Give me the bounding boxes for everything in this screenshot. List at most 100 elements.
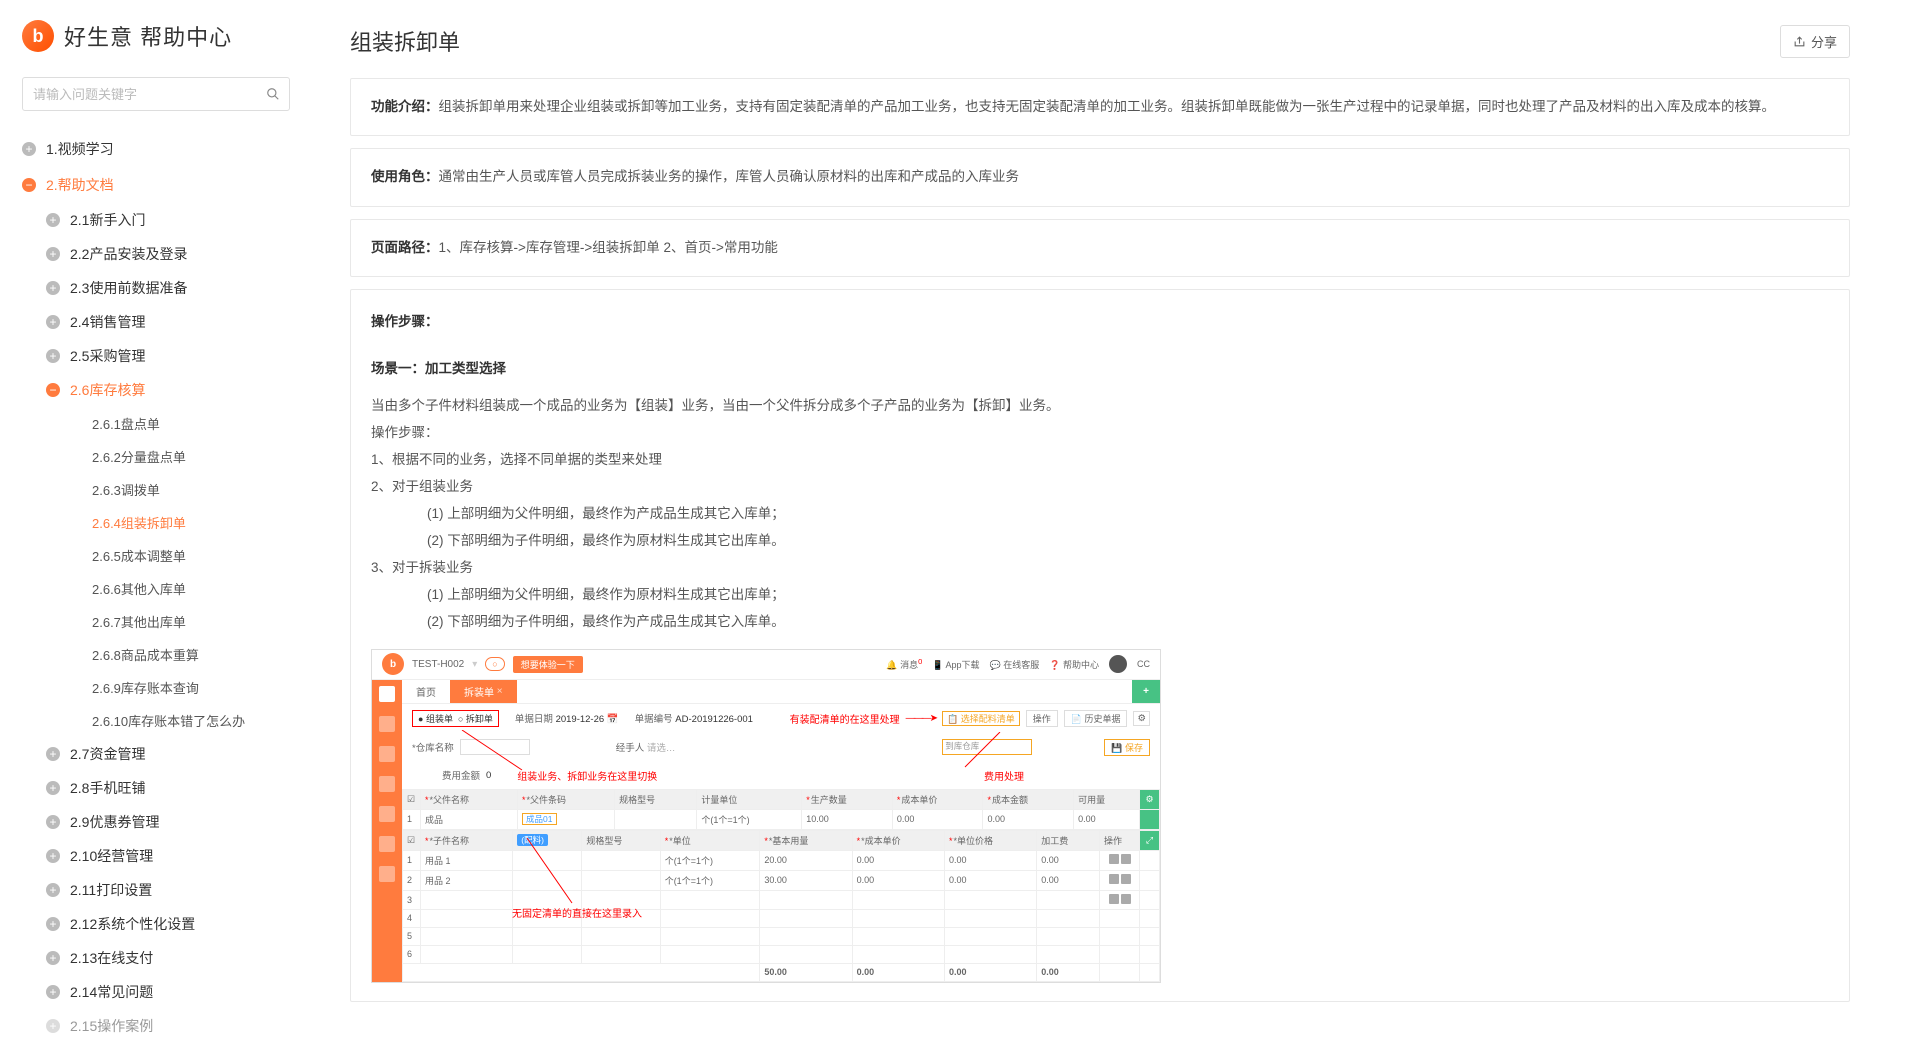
nav-2-6-10[interactable]: 2.6.10库存账本错了怎么办	[92, 704, 290, 737]
embed-topbar: b TEST-H002 ▾ ○ 想要体验一下 🔔 消息0 📱 App下载 💬 在…	[372, 650, 1160, 680]
content-steps: 操作步骤： 场景一：加工类型选择 当由多个子件材料组装成一个成品的业务为【组装】…	[350, 289, 1850, 1002]
embed-wh-input[interactable]	[460, 739, 530, 755]
embed-user: CC	[1137, 659, 1150, 669]
nav-2-6-9[interactable]: 2.6.9库存账本查询	[92, 671, 290, 704]
step-3-2: (2) 下部明细为子件明细，最终作为产成品生成其它入库单。	[371, 608, 1829, 635]
logo-row: b 好生意 帮助中心	[22, 20, 290, 52]
embed-app-link[interactable]: 📱 App下载	[932, 658, 979, 671]
step-2: 2、对于组装业务	[371, 473, 1829, 500]
nav-2-6-2[interactable]: 2.6.2分量盘点单	[92, 440, 290, 473]
nav-2-6-4[interactable]: 2.6.4组装拆卸单	[92, 506, 290, 539]
embed-gear-icon[interactable]: ⚙	[1133, 711, 1150, 726]
nav-2-10[interactable]: +2.10经营管理	[46, 839, 290, 873]
step-3-1: (1) 上部明细为父件明细，最终作为原材料生成其它出库单；	[371, 581, 1829, 608]
search-input[interactable]	[22, 77, 290, 111]
table-row[interactable]: 3	[403, 890, 1160, 909]
table-row[interactable]: 4	[403, 909, 1160, 927]
table-row[interactable]: 5	[403, 927, 1160, 945]
nav-2-2[interactable]: +2.2产品安装及登录	[46, 237, 290, 271]
main-content: 组装拆卸单 分享 功能介绍：组装拆卸单用来处理企业组装或拆卸等加工业务，支持有固…	[310, 0, 1890, 1063]
embed-try-button[interactable]: 想要体验一下	[513, 656, 583, 673]
embed-side-icon[interactable]	[379, 716, 395, 732]
nav-item-docs[interactable]: −2.帮助文档	[22, 167, 290, 203]
step-2-2: (2) 下部明细为子件明细，最终作为原材料生成其它出库单。	[371, 527, 1829, 554]
embed-avatar[interactable]	[1109, 655, 1127, 673]
nav-2-3[interactable]: +2.3使用前数据准备	[46, 271, 290, 305]
step-1: 1、根据不同的业务，选择不同单据的类型来处理	[371, 446, 1829, 473]
nav-2-11[interactable]: +2.11打印设置	[46, 873, 290, 907]
embed-annot-1: 有装配清单的在这里处理	[790, 711, 900, 726]
logo-icon: b	[22, 20, 54, 52]
nav-2-5[interactable]: +2.5采购管理	[46, 339, 290, 373]
nav-2-9[interactable]: +2.9优惠券管理	[46, 805, 290, 839]
panel-role-text: 通常由生产人员或库管人员完成拆装业务的操作，库管人员确认原材料的出库和产成品的入…	[439, 169, 1020, 184]
panel-intro-label: 功能介绍：	[371, 99, 439, 114]
table-row[interactable]: 1用品 1个(1个=1个)20.000.000.000.00	[403, 850, 1160, 870]
nav-2-1[interactable]: +2.1新手入门	[46, 203, 290, 237]
table-row[interactable]: 6	[403, 945, 1160, 963]
panel-role: 使用角色：通常由生产人员或库管人员完成拆装业务的操作，库管人员确认原材料的出库和…	[350, 148, 1850, 206]
nav-2-6[interactable]: −2.6库存核算	[46, 373, 290, 407]
embed-help-link[interactable]: ❓ 帮助中心	[1049, 658, 1099, 671]
embed-op-button[interactable]: 操作	[1026, 710, 1058, 727]
embed-side-icon-home[interactable]	[379, 686, 395, 702]
panel-role-label: 使用角色：	[371, 169, 439, 184]
nav-2-8[interactable]: +2.8手机旺铺	[46, 771, 290, 805]
panel-path: 页面路径：1、库存核算->库存管理->组装拆卸单 2、首页->常用功能	[350, 219, 1850, 277]
nav-2-6-8[interactable]: 2.6.8商品成本重算	[92, 638, 290, 671]
step-2-1: (1) 上部明细为父件明细，最终作为产成品生成其它入库单；	[371, 500, 1829, 527]
embed-dropdown[interactable]: (配料)	[517, 834, 548, 846]
embed-badge: ○	[485, 657, 504, 671]
embed-tabs: 首页 拆装单 × +	[402, 680, 1160, 704]
nav-2-4[interactable]: +2.4销售管理	[46, 305, 290, 339]
nav-2-6-5[interactable]: 2.6.5成本调整单	[92, 539, 290, 572]
sidebar: b 好生意 帮助中心 +1.视频学习 −2.帮助文档 +2.1新手入门 +2.2…	[0, 0, 310, 1063]
step-3: 3、对于拆装业务	[371, 554, 1829, 581]
nav-2-12[interactable]: +2.12系统个性化设置	[46, 907, 290, 941]
panel-path-label: 页面路径：	[371, 240, 439, 255]
nav-2-6-7[interactable]: 2.6.7其他出库单	[92, 605, 290, 638]
table-row[interactable]: 1 成品 成品01 个(1个=1个) 10.00 0.00 0.00 0.00	[403, 809, 1160, 829]
embed-sidebar	[372, 680, 402, 982]
embed-child-table: ☑ *子件名称 (配料) 规格型号 *单位 *基本用量 *成本单价 *单位价格 …	[402, 830, 1160, 982]
embed-msg-link[interactable]: 🔔 消息0	[886, 657, 922, 671]
panel-path-text: 1、库存核算->库存管理->组装拆卸单 2、首页->常用功能	[439, 240, 778, 255]
steps2-label: 操作步骤：	[371, 419, 1829, 446]
embed-svc-link[interactable]: 💬 在线客服	[990, 658, 1040, 671]
nav-2-6-6[interactable]: 2.6.6其他入库单	[92, 572, 290, 605]
panel-intro-text: 组装拆卸单用来处理企业组装或拆卸等加工业务，支持有固定装配清单的产品加工业务，也…	[439, 99, 1776, 114]
nav-2-7[interactable]: +2.7资金管理	[46, 737, 290, 771]
embed-side-icon[interactable]	[379, 836, 395, 852]
embed-tab-home[interactable]: 首页	[402, 680, 450, 703]
nav-item-video[interactable]: +1.视频学习	[22, 131, 290, 167]
embed-config-button[interactable]: 📋 选择配料清单	[942, 711, 1020, 726]
embed-tab-form[interactable]: 拆装单 ×	[450, 680, 517, 703]
embed-hist-button[interactable]: 📄 历史单据	[1064, 710, 1128, 727]
embed-side-icon[interactable]	[379, 806, 395, 822]
nav-root: +1.视频学习 −2.帮助文档 +2.1新手入门 +2.2产品安装及登录 +2.…	[22, 131, 290, 1043]
embed-towi-input[interactable]: 到库仓库	[942, 739, 1032, 755]
embed-side-icon[interactable]	[379, 866, 395, 882]
share-button[interactable]: 分享	[1780, 25, 1850, 58]
panel-intro: 功能介绍：组装拆卸单用来处理企业组装或拆卸等加工业务，支持有固定装配清单的产品加…	[350, 78, 1850, 136]
embed-brand-text: TEST-H002	[412, 659, 464, 670]
embed-tab-add[interactable]: +	[1132, 680, 1160, 703]
embed-side-icon[interactable]	[379, 746, 395, 762]
embed-logo-icon: b	[382, 653, 404, 675]
embed-annot-3: 费用处理	[984, 768, 1024, 783]
embed-parent-table: ☑ *父件名称 *父件条码 规格型号 计量单位 生产数量 成本单价 成本金额 可…	[402, 789, 1160, 830]
nav-2-6-1[interactable]: 2.6.1盘点单	[92, 407, 290, 440]
scene1-title: 场景一：加工类型选择	[371, 355, 506, 382]
nav-2-6-3[interactable]: 2.6.3调拨单	[92, 473, 290, 506]
page-title: 组装拆卸单	[350, 25, 460, 57]
search-box	[22, 77, 290, 111]
embed-radio-assemble[interactable]: ● 组装单 ○ 拆卸单	[412, 710, 499, 727]
nav-2-13[interactable]: +2.13在线支付	[46, 941, 290, 975]
search-icon[interactable]	[266, 87, 280, 101]
table-row[interactable]: 2用品 2个(1个=1个)30.000.000.000.00	[403, 870, 1160, 890]
share-icon	[1793, 35, 1806, 48]
embed-save-button[interactable]: 💾 保存	[1104, 739, 1150, 756]
nav-2-14[interactable]: +2.14常见问题	[46, 975, 290, 1009]
nav-2-15[interactable]: +2.15操作案例	[46, 1009, 290, 1043]
embed-side-icon[interactable]	[379, 776, 395, 792]
